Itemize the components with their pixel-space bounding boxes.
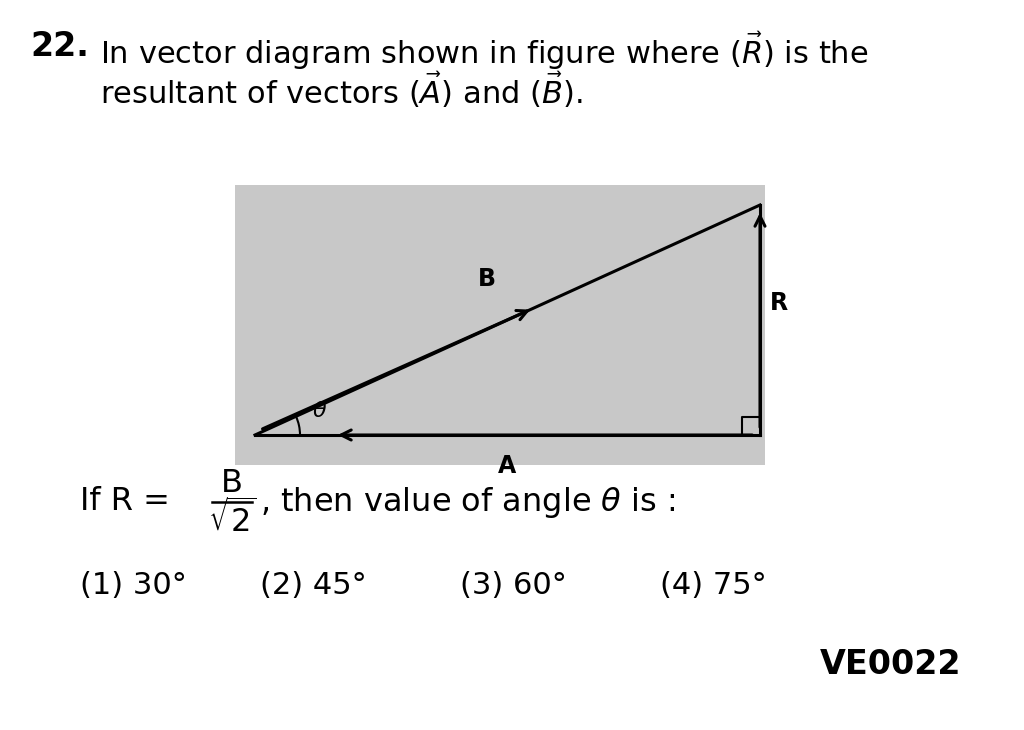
Text: (2) 45°: (2) 45° xyxy=(260,571,367,599)
FancyBboxPatch shape xyxy=(234,185,765,465)
Text: 22.: 22. xyxy=(30,30,89,63)
Text: B: B xyxy=(221,469,243,499)
Text: , then value of angle $\theta$ is :: , then value of angle $\theta$ is : xyxy=(260,485,676,520)
Text: In vector diagram shown in figure where ($\vec{R}$) is the: In vector diagram shown in figure where … xyxy=(100,30,868,72)
Text: B: B xyxy=(478,267,496,291)
Text: resultant of vectors ($\vec{A}$) and ($\vec{B}$).: resultant of vectors ($\vec{A}$) and ($\… xyxy=(100,70,583,110)
Text: $\sqrt{2}$: $\sqrt{2}$ xyxy=(208,500,256,540)
Text: (3) 60°: (3) 60° xyxy=(460,571,567,599)
Text: (1) 30°: (1) 30° xyxy=(80,571,186,599)
Text: R: R xyxy=(770,291,788,315)
Text: A: A xyxy=(499,454,517,478)
Text: VE0022: VE0022 xyxy=(820,648,962,682)
Text: (4) 75°: (4) 75° xyxy=(660,571,767,599)
Text: If R =: If R = xyxy=(80,486,180,518)
Text: θ: θ xyxy=(313,401,327,421)
